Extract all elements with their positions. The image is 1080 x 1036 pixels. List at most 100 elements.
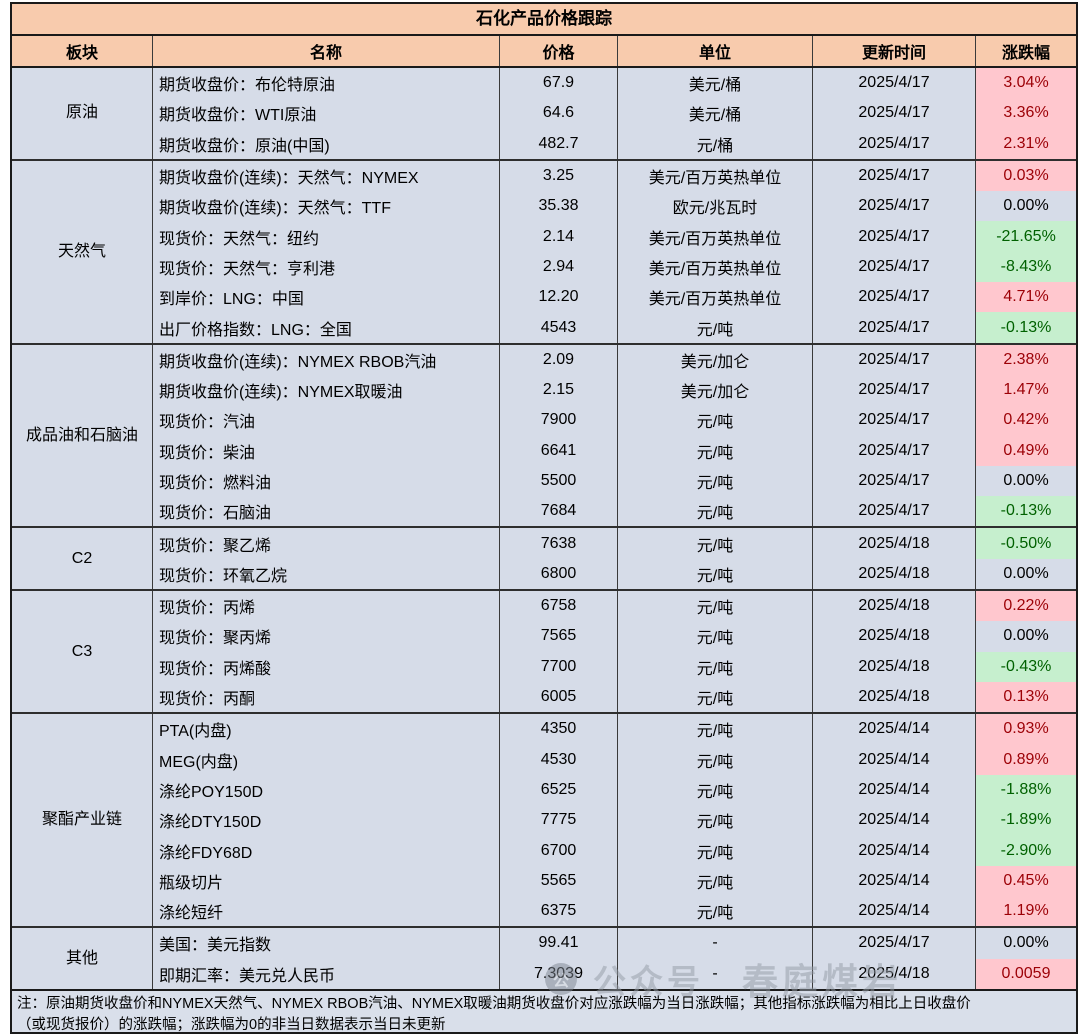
table-body: 原油 期货收盘价：布伦特原油 67.9 美元/桶 2025/4/17 3.04% 期货收盘价… [12,68,1076,989]
price-table: 石化产品价格跟踪 板块 名称 价格 单位 更新时间 涨跌幅 原油 期货收盘价：布伦… [10,2,1078,1034]
table-row: 涤纶FDY68D 6700 元/吨 2025/4/14 -2.90% [152,835,1076,866]
date-cell: 2025/4/18 [812,681,975,713]
unit-cell: 元/吨 [617,865,812,897]
date-cell: 2025/4/17 [812,128,975,159]
unit-cell: 美元/百万英热单位 [617,160,812,192]
change-cell: 3.04% [975,68,1076,99]
unit-cell: 元/吨 [617,496,812,527]
name-cell: 现货价：燃料油 [152,465,499,497]
sector-cell: C2 [71,549,93,567]
change-cell: 0.00% [975,558,1076,590]
table-row: 现货价：天然气：亨利港 2.94 美元/百万英热单位 2025/4/17 -8.43% [152,251,1076,283]
name-cell: 期货收盘价(连续)：NYMEX RBOB汽油 [152,344,499,375]
price-cell: 6525 [499,774,617,806]
price-cell: 7700 [499,651,617,682]
date-cell: 2025/4/17 [812,160,975,192]
price-cell: 67.9 [499,68,617,99]
date-cell: 2025/4/18 [812,651,975,682]
section-rows: 期货收盘价(连续)：天然气：NYMEX 3.25 美元/百万英热单位 2025/4/1… [152,160,1076,343]
change-cell: 0.93% [975,714,1076,745]
price-cell: 7638 [499,528,617,559]
unit-cell: 美元/桶 [617,68,812,99]
change-cell: 0.13% [975,681,1076,713]
table-row: 期货收盘价(连续)：天然气：TTF 35.38 欧元/兆瓦时 2025/4/17 0.0… [152,191,1076,222]
footnote: 注：原油期货收盘价和NYMEX天然气、NYMEX RBOB汽油、NYMEX取暖油… [12,988,1076,1033]
table-row: 涤纶短纤 6375 元/吨 2025/4/14 1.19% [152,896,1076,927]
table-row: 现货价：天然气：纽约 2.14 美元/百万英热单位 2025/4/17 -21.65% [152,221,1076,252]
change-cell: 0.45% [975,865,1076,897]
change-cell: -2.90% [975,835,1076,866]
unit-cell: 元/吨 [617,312,812,343]
change-cell: -1.88% [975,774,1076,806]
date-cell: 2025/4/14 [812,835,975,866]
table-row: 期货收盘价：WTI原油 64.6 美元/桶 2025/4/17 3.36% [152,98,1076,129]
date-cell: 2025/4/17 [812,312,975,343]
change-cell: 0.00% [975,621,1076,652]
date-cell: 2025/4/14 [812,714,975,745]
name-cell: 现货价：丙烯酸 [152,651,499,682]
change-cell: 4.71% [975,282,1076,313]
column-header-name: 名称 [152,36,499,66]
table-row: 期货收盘价(连续)：天然气：NYMEX 3.25 美元/百万英热单位 2025/4/1… [152,160,1076,192]
table-row: 涤纶DTY150D 7775 元/吨 2025/4/14 -1.89% [152,805,1076,836]
change-cell: 0.49% [975,435,1076,466]
unit-cell: 元/吨 [617,558,812,590]
price-cell: 4350 [499,714,617,745]
date-cell: 2025/4/17 [812,374,975,406]
price-cell: 6375 [499,896,617,927]
price-cell: 7.3039 [499,958,617,989]
price-cell: 7775 [499,805,617,836]
date-cell: 2025/4/18 [812,621,975,652]
unit-cell: 美元/百万英热单位 [617,251,812,283]
change-cell: 1.19% [975,896,1076,927]
name-cell: 期货收盘价(连续)：天然气：TTF [152,191,499,222]
change-cell: 0.00% [975,928,1076,959]
sector-cell: 成品油和石脑油 [25,426,138,444]
unit-cell: 美元/百万英热单位 [617,282,812,313]
price-cell: 7900 [499,405,617,436]
change-cell: 0.42% [975,405,1076,436]
section-4: C3 现货价：丙烯 6758 元/吨 2025/4/18 0.22% 现货价：聚丙烯 7565… [12,589,1076,713]
column-header-unit: 单位 [617,36,812,66]
date-cell: 2025/4/18 [812,958,975,989]
section-2: 成品油和石脑油 期货收盘价(连续)：NYMEX RBOB汽油 2.09 美元/加仑 20… [12,342,1076,527]
unit-cell: 欧元/兆瓦时 [617,191,812,222]
change-cell: 0.89% [975,744,1076,775]
section-rows: 现货价：丙烯 6758 元/吨 2025/4/18 0.22% 现货价：聚丙烯 7565 元/… [152,591,1076,713]
change-cell: 0.00% [975,465,1076,497]
name-cell: 期货收盘价：WTI原油 [152,98,499,129]
name-cell: 现货价：聚丙烯 [152,621,499,652]
table-row: 现货价：石脑油 7684 元/吨 2025/4/17 -0.13% [152,496,1076,527]
price-cell: 4530 [499,744,617,775]
unit-cell: 元/吨 [617,681,812,713]
date-cell: 2025/4/17 [812,98,975,129]
change-cell: 0.03% [975,160,1076,192]
name-cell: 现货价：聚乙烯 [152,528,499,559]
section-rows: 美国：美元指数 99.41-2025/4/17 0.00% 即期汇率：美元兑人民币 7.… [152,928,1076,989]
section-rows: 期货收盘价：布伦特原油 67.9 美元/桶 2025/4/17 3.04% 期货收盘价：W… [152,68,1076,159]
price-cell: 6700 [499,835,617,866]
section-1: 天然气 期货收盘价(连续)：天然气：NYMEX 3.25 美元/百万英热单位 2025/… [12,158,1076,343]
name-cell: 现货价：丙酮 [152,681,499,713]
table-row: 现货价：丙烯酸 7700 元/吨 2025/4/18 -0.43% [152,651,1076,682]
name-cell: 涤纶POY150D [152,774,499,806]
price-cell: 99.41 [499,928,617,959]
unit-cell: 元/吨 [617,805,812,836]
unit-cell: 美元/百万英热单位 [617,221,812,252]
date-cell: 2025/4/14 [812,865,975,897]
date-cell: 2025/4/18 [812,558,975,590]
date-cell: 2025/4/17 [812,344,975,375]
change-cell: -0.43% [975,651,1076,682]
table-row: 期货收盘价：原油(中国) 482.7 元/桶 2025/4/17 2.31% [152,128,1076,159]
price-cell: 482.7 [499,128,617,159]
price-cell: 6758 [499,591,617,622]
price-cell: 7565 [499,621,617,652]
unit-cell: 元/桶 [617,128,812,159]
table-row: PTA(内盘) 4350 元/吨 2025/4/14 0.93% [152,714,1076,745]
price-cell: 2.14 [499,221,617,252]
change-cell: 0.22% [975,591,1076,622]
unit-cell: 元/吨 [617,896,812,927]
table-row: 美国：美元指数 99.41-2025/4/17 0.00% [152,928,1076,959]
date-cell: 2025/4/17 [812,68,975,99]
table-row: 现货价：燃料油 5500 元/吨 2025/4/17 0.00% [152,465,1076,497]
